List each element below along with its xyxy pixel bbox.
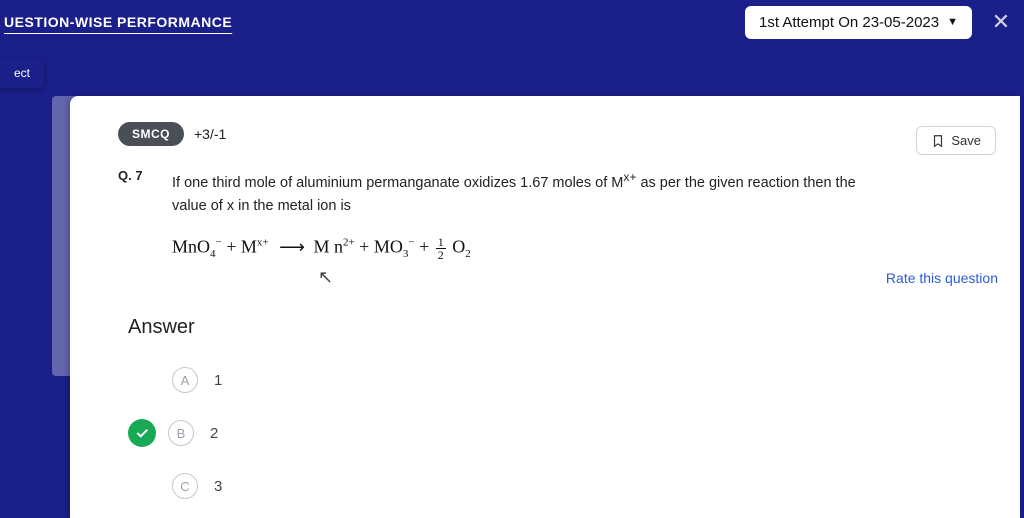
option-c[interactable]: C 3 [128, 473, 994, 499]
sidebar-tab[interactable]: ect [0, 58, 44, 88]
bookmark-icon [931, 134, 945, 148]
attempt-label: 1st Attempt On 23-05-2023 [759, 14, 939, 31]
option-letter: A [172, 367, 198, 393]
question-text: If one third mole of aluminium permangan… [172, 168, 994, 218]
answer-heading: Answer [128, 316, 994, 339]
attempt-dropdown[interactable]: 1st Attempt On 23-05-2023 ▼ [745, 6, 972, 39]
sidebar-tab-label: ect [14, 66, 30, 80]
option-value: 2 [210, 425, 218, 442]
option-value: 1 [214, 372, 222, 389]
question-card: SMCQ +3/-1 Save Q. 7 If one third mole o… [70, 96, 1020, 518]
save-button[interactable]: Save [916, 126, 996, 155]
reaction-equation: MnO4− + Mx+ ⟶ M n2+ + MO3− + 12 O2 [172, 236, 994, 261]
correct-check-icon [128, 419, 156, 447]
question-type-badge: SMCQ [118, 122, 184, 146]
answer-options: A 1 B 2 C 3 [128, 367, 994, 499]
save-label: Save [951, 133, 981, 148]
chevron-down-icon: ▼ [947, 16, 958, 28]
question-number: Q. 7 [118, 168, 156, 183]
question-marks: +3/-1 [194, 126, 226, 142]
page-title: UESTION-WISE PERFORMANCE [0, 14, 745, 30]
option-a[interactable]: A 1 [128, 367, 994, 393]
option-b[interactable]: B 2 [128, 419, 994, 447]
close-icon[interactable]: ✕ [986, 7, 1016, 37]
option-letter: C [172, 473, 198, 499]
top-bar: UESTION-WISE PERFORMANCE 1st Attempt On … [0, 0, 1024, 44]
option-value: 3 [214, 478, 222, 495]
rate-question-link[interactable]: Rate this question [886, 270, 998, 286]
option-letter: B [168, 420, 194, 446]
